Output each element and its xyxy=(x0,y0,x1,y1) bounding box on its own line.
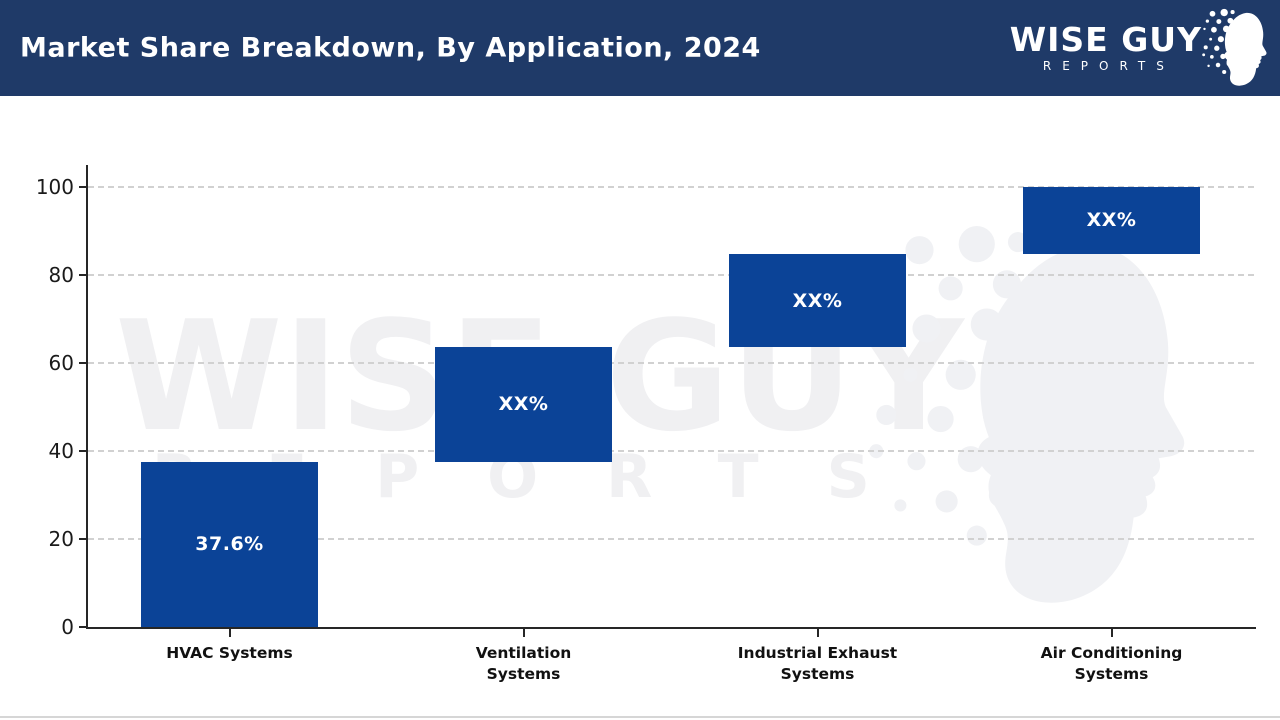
brand-logo: WISE GUY REPORTS xyxy=(1010,6,1270,90)
x-tick-mark xyxy=(522,629,525,637)
category-label: Air Conditioning Systems xyxy=(1040,644,1183,683)
bar-value-label: XX% xyxy=(792,289,843,312)
y-tick-label: 40 xyxy=(48,439,74,463)
x-tick-mark xyxy=(228,629,231,637)
y-tick-mark xyxy=(79,450,88,452)
x-tick-mark xyxy=(1110,629,1113,637)
brand-logo-text: WISE GUY REPORTS xyxy=(1009,20,1202,74)
bottom-divider xyxy=(0,716,1280,718)
gridline xyxy=(88,274,1254,276)
y-axis-line xyxy=(86,165,88,629)
bar-segment: XX% xyxy=(435,347,612,462)
gridline xyxy=(88,450,1254,452)
bar-segment: XX% xyxy=(1023,187,1200,254)
category-label: Industrial Exhaust Systems xyxy=(737,644,898,683)
bar-value-label: XX% xyxy=(1086,209,1137,232)
y-tick-label: 20 xyxy=(48,527,74,551)
bar-value-label: 37.6% xyxy=(195,533,264,556)
y-tick-label: 60 xyxy=(48,351,74,375)
brand-name: WISE GUY xyxy=(1009,20,1202,59)
category-label: Ventilation Systems xyxy=(475,644,572,683)
y-tick-label: 80 xyxy=(48,263,74,287)
y-tick-mark xyxy=(79,626,88,628)
y-tick-label: 0 xyxy=(61,615,74,639)
y-tick-mark xyxy=(79,362,88,364)
gridline xyxy=(88,186,1254,188)
x-axis-line xyxy=(86,627,1256,629)
y-tick-mark xyxy=(79,186,88,188)
bar-segment: XX% xyxy=(729,253,906,348)
gridline xyxy=(88,538,1254,540)
header-bar: Market Share Breakdown, By Application, … xyxy=(0,0,1280,96)
brand-head-icon xyxy=(1202,8,1267,86)
bar-segment: 37.6% xyxy=(141,461,318,627)
y-tick-label: 100 xyxy=(35,175,74,199)
y-tick-mark xyxy=(79,274,88,276)
waterfall-chart: 0 20 40 60 80 100 37.6% XX% XX% XX% HVAC Systems Ve… xyxy=(0,96,1280,720)
y-tick-mark xyxy=(79,538,88,540)
page-title: Market Share Breakdown, By Application, … xyxy=(20,32,761,64)
bar-value-label: XX% xyxy=(498,393,549,416)
category-label: HVAC Systems xyxy=(166,644,293,662)
gridline xyxy=(88,362,1254,364)
x-tick-mark xyxy=(816,629,819,637)
brand-subtitle: REPORTS xyxy=(1042,59,1175,73)
